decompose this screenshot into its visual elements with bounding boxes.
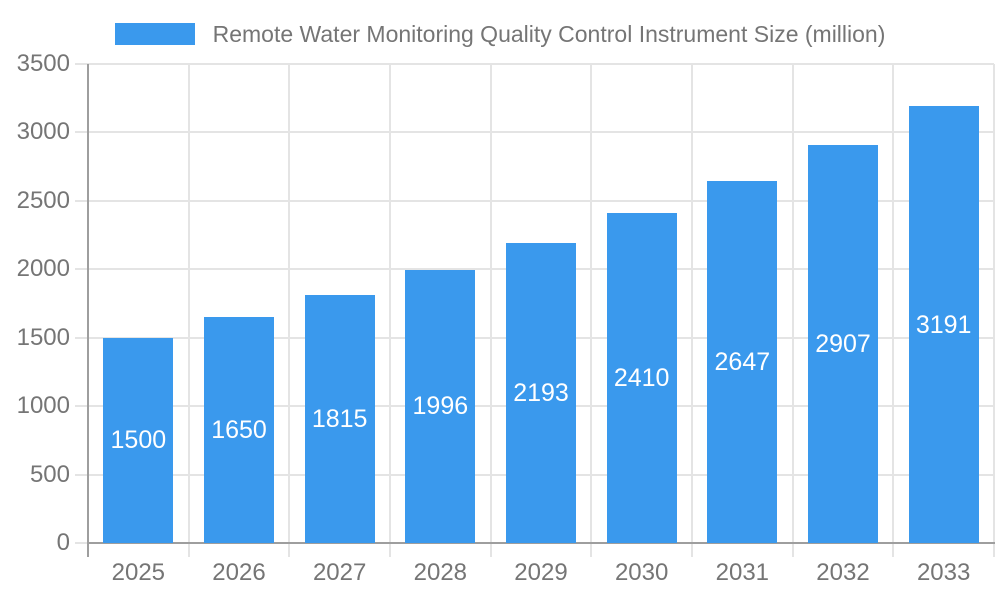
x-gridline [993,64,995,543]
x-gridline [489,64,492,543]
legend-color-swatch [114,23,195,45]
bar[interactable]: 1996 [405,269,476,543]
y-axis-tick-label: 3500 [16,50,70,77]
x-axis-tick [691,543,693,557]
bar-value-label: 2410 [613,364,670,393]
y-axis-tick [75,542,88,544]
x-axis-tick [489,543,492,557]
x-gridline [288,64,291,543]
legend-item[interactable]: Remote Water Monitoring Quality Control … [0,20,1000,48]
bar-value-label: 3191 [915,310,972,339]
x-axis-category-label: 2031 [715,559,770,586]
y-axis-tick-label: 1500 [16,323,70,351]
x-axis-category-label: 2026 [212,559,266,586]
x-axis-tick [389,543,391,557]
bar[interactable]: 2907 [808,145,878,543]
bar-value-label: 1996 [412,392,469,421]
bar-value-label: 1815 [311,404,368,433]
x-axis-category-label: 2027 [312,559,367,586]
y-axis-tick [75,199,88,202]
y-axis-tick-label: 2000 [16,255,70,283]
bar[interactable]: 2193 [506,242,576,543]
x-gridline [389,64,391,543]
y-axis-tick [75,473,88,476]
y-axis-tick [75,336,88,339]
x-axis-tick [187,543,190,557]
bar[interactable]: 1650 [204,317,274,543]
x-gridline [590,64,593,543]
y-axis-tick-label: 500 [29,460,70,488]
bar-value-label: 2647 [714,347,771,376]
y-axis-line [87,64,89,557]
x-axis-category-label: 2028 [413,559,468,586]
y-axis-tick [75,131,88,134]
x-gridline [691,64,693,543]
bar-value-label: 2193 [513,378,569,407]
y-axis-tick-label: 0 [56,529,70,556]
bar[interactable]: 3191 [908,106,979,543]
y-gridline [88,63,994,65]
bar[interactable]: 2647 [707,180,778,543]
y-axis-tick [75,63,88,65]
x-gridline [892,64,895,543]
y-axis-tick-label: 3000 [16,118,70,146]
x-axis-category-label: 2029 [514,559,568,586]
x-axis-tick [791,543,794,557]
y-axis-tick [75,268,88,271]
x-axis-line [87,542,995,544]
x-axis-tick [288,543,291,557]
x-axis-category-label: 2025 [111,559,166,586]
y-gridline [88,199,994,202]
bar[interactable]: 1815 [304,294,375,543]
y-axis-tick-label: 2500 [16,186,70,214]
bar-value-label: 1650 [211,416,267,445]
x-axis-category-label: 2033 [916,559,971,586]
x-axis-category-label: 2030 [614,559,669,586]
x-axis-tick [590,543,593,557]
y-gridline [88,131,994,134]
bar[interactable]: 2410 [606,213,677,543]
bar[interactable]: 1500 [103,337,174,543]
x-gridline [187,64,190,543]
bar-value-label: 1500 [110,426,167,455]
legend-label: Remote Water Monitoring Quality Control … [212,20,886,47]
x-gridline [791,64,794,543]
bar-value-label: 2907 [815,330,871,359]
x-axis-tick [993,543,995,557]
x-axis-category-label: 2032 [816,559,870,586]
y-axis-tick-label: 1000 [16,392,70,420]
y-axis-tick [75,405,88,408]
x-axis-tick [892,543,895,557]
